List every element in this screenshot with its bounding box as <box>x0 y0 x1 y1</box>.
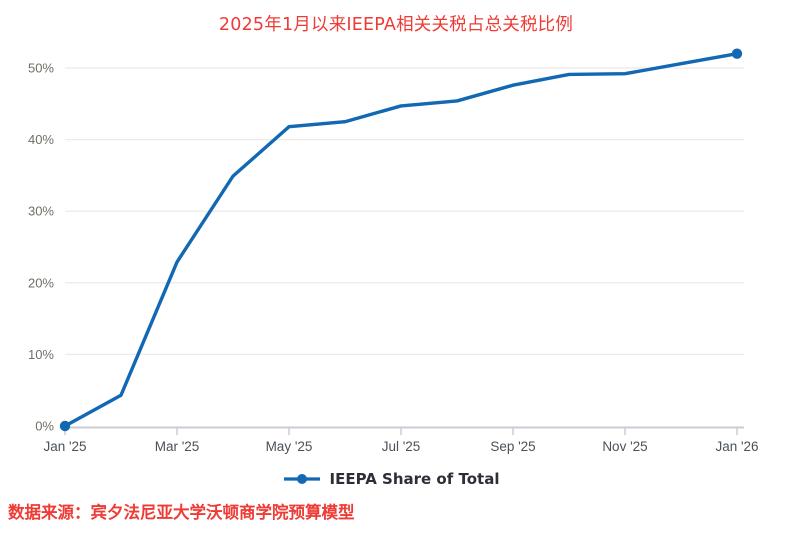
x-axis-tick-label: Jul '25 <box>382 439 421 454</box>
legend-item[interactable]: IEEPA Share of Total <box>0 469 782 489</box>
y-axis-tick-label: 20% <box>28 275 54 290</box>
x-axis-tick-label: Sep '25 <box>490 439 535 454</box>
series-endpoint-marker[interactable] <box>59 420 71 432</box>
series-endpoint-marker[interactable] <box>731 48 743 59</box>
y-axis-tick-label: 40% <box>28 132 54 147</box>
source-note: 数据来源：宾夕法尼亚大学沃顿商学院预算模型 <box>8 503 355 522</box>
y-axis-tick-label: 50% <box>28 61 54 76</box>
y-axis-tick-label: 10% <box>28 347 54 362</box>
x-axis-tick-label: May '25 <box>266 439 313 454</box>
x-axis-tick-label: Jan '25 <box>43 439 86 454</box>
legend-label: IEEPA Share of Total <box>329 470 500 488</box>
y-axis-tick-label: 0% <box>35 419 54 434</box>
x-axis-tick-label: Nov '25 <box>602 439 647 454</box>
chart-title: 2025年1月以来IEEPA相关关税占总关税比例 <box>218 15 574 35</box>
series-line[interactable] <box>63 51 739 428</box>
x-axis-tick-label: Mar '25 <box>155 439 200 454</box>
legend-line-marker-icon <box>283 474 320 484</box>
y-axis-tick-label: 30% <box>28 204 54 219</box>
line-chart: 0% 10% 20% 30% 40% 50% Jan '25 Mar '25 May '25 Ju… <box>28 48 759 454</box>
x-axis-tick-label: Jan '26 <box>715 439 758 454</box>
